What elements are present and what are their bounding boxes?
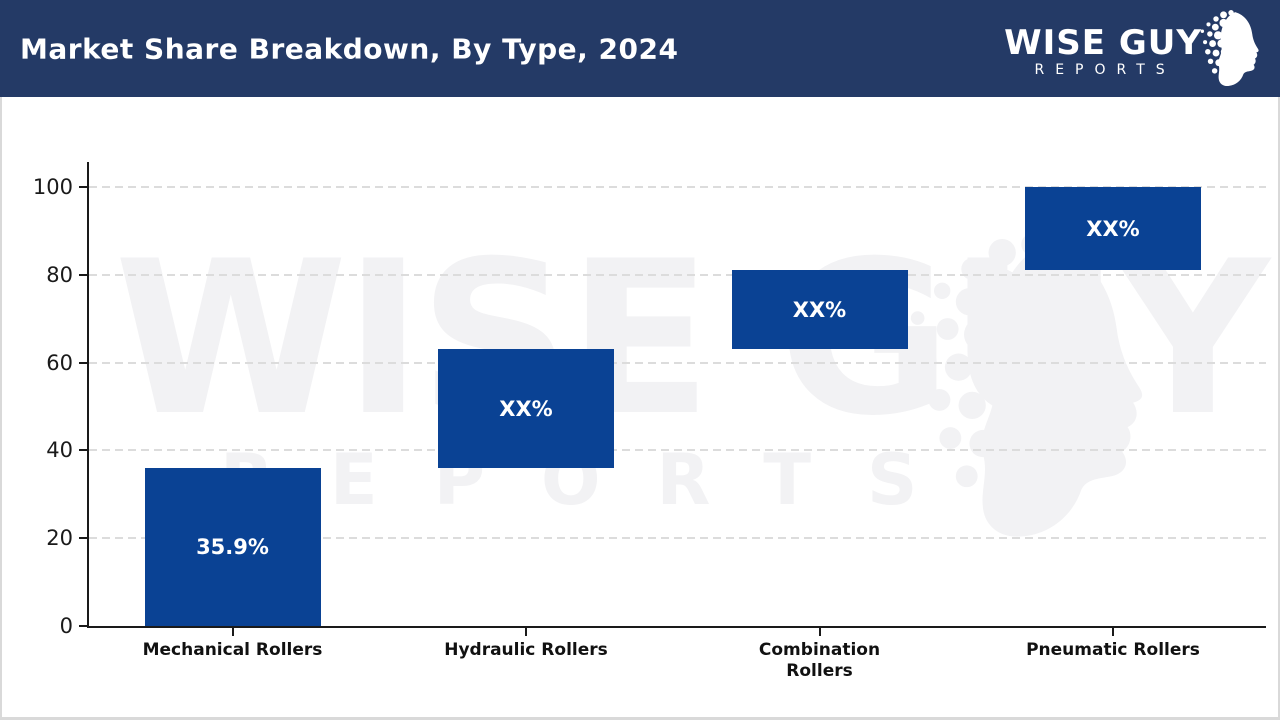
gridline bbox=[89, 273, 1266, 276]
gridline bbox=[89, 537, 1266, 540]
logo-text: WISE GUY REPORTS bbox=[1004, 26, 1202, 78]
x-axis-tick bbox=[525, 628, 527, 636]
y-axis-line bbox=[87, 162, 89, 628]
x-axis-tick bbox=[1112, 628, 1114, 636]
y-axis-tick bbox=[79, 449, 87, 452]
bar-value-label: XX% bbox=[792, 297, 847, 322]
header-banner: Market Share Breakdown, By Type, 2024 WI… bbox=[0, 0, 1280, 97]
y-axis-tick bbox=[79, 361, 87, 364]
y-tick-label: 60 bbox=[46, 350, 73, 375]
logo-wordmark: WISE GUY bbox=[1004, 23, 1202, 63]
x-axis-tick bbox=[818, 628, 821, 636]
y-axis-tick bbox=[79, 537, 87, 540]
gridline bbox=[89, 186, 1266, 188]
x-axis-tick bbox=[231, 628, 234, 636]
y-tick-label: 80 bbox=[46, 262, 73, 287]
bar-value-label: 35.9% bbox=[196, 535, 269, 560]
x-tick-label: Pneumatic Rollers bbox=[1026, 640, 1200, 660]
chart-card: WISE GUY REPORTS 0 20 40 60 80 100 35.9% XX% XX%… bbox=[0, 97, 1280, 720]
bar-segment bbox=[731, 270, 908, 350]
x-tick-label: Combination Rollers bbox=[758, 640, 881, 681]
y-axis-tick bbox=[79, 186, 87, 188]
x-axis-line bbox=[87, 626, 1266, 628]
gridline bbox=[89, 361, 1266, 364]
y-tick-label: 0 bbox=[59, 614, 73, 638]
bar-segment bbox=[438, 349, 614, 469]
logo-head-icon bbox=[1200, 10, 1259, 87]
y-tick-label: 100 bbox=[32, 175, 73, 199]
bar-value-label: XX% bbox=[499, 396, 553, 421]
gridline bbox=[89, 449, 1266, 452]
y-tick-label: 40 bbox=[46, 438, 73, 463]
y-axis-tick bbox=[79, 273, 87, 276]
x-tick-label: Hydraulic Rollers bbox=[444, 640, 608, 660]
bar-value-label: XX% bbox=[1086, 216, 1140, 241]
waterfall-chart: 0 20 40 60 80 100 35.9% XX% XX% XX% Mechanical Rol… bbox=[2, 97, 1278, 717]
y-tick-label: 20 bbox=[46, 526, 73, 551]
x-tick-label: Mechanical Rollers bbox=[142, 640, 323, 660]
wiseguy-logo: WISE GUY REPORTS bbox=[1004, 8, 1270, 90]
bar-segment bbox=[1025, 187, 1201, 271]
page-title: Market Share Breakdown, By Type, 2024 bbox=[20, 32, 679, 65]
y-axis-tick bbox=[79, 625, 87, 627]
bar-segment bbox=[144, 468, 321, 626]
logo-subtext: REPORTS bbox=[1034, 62, 1176, 78]
